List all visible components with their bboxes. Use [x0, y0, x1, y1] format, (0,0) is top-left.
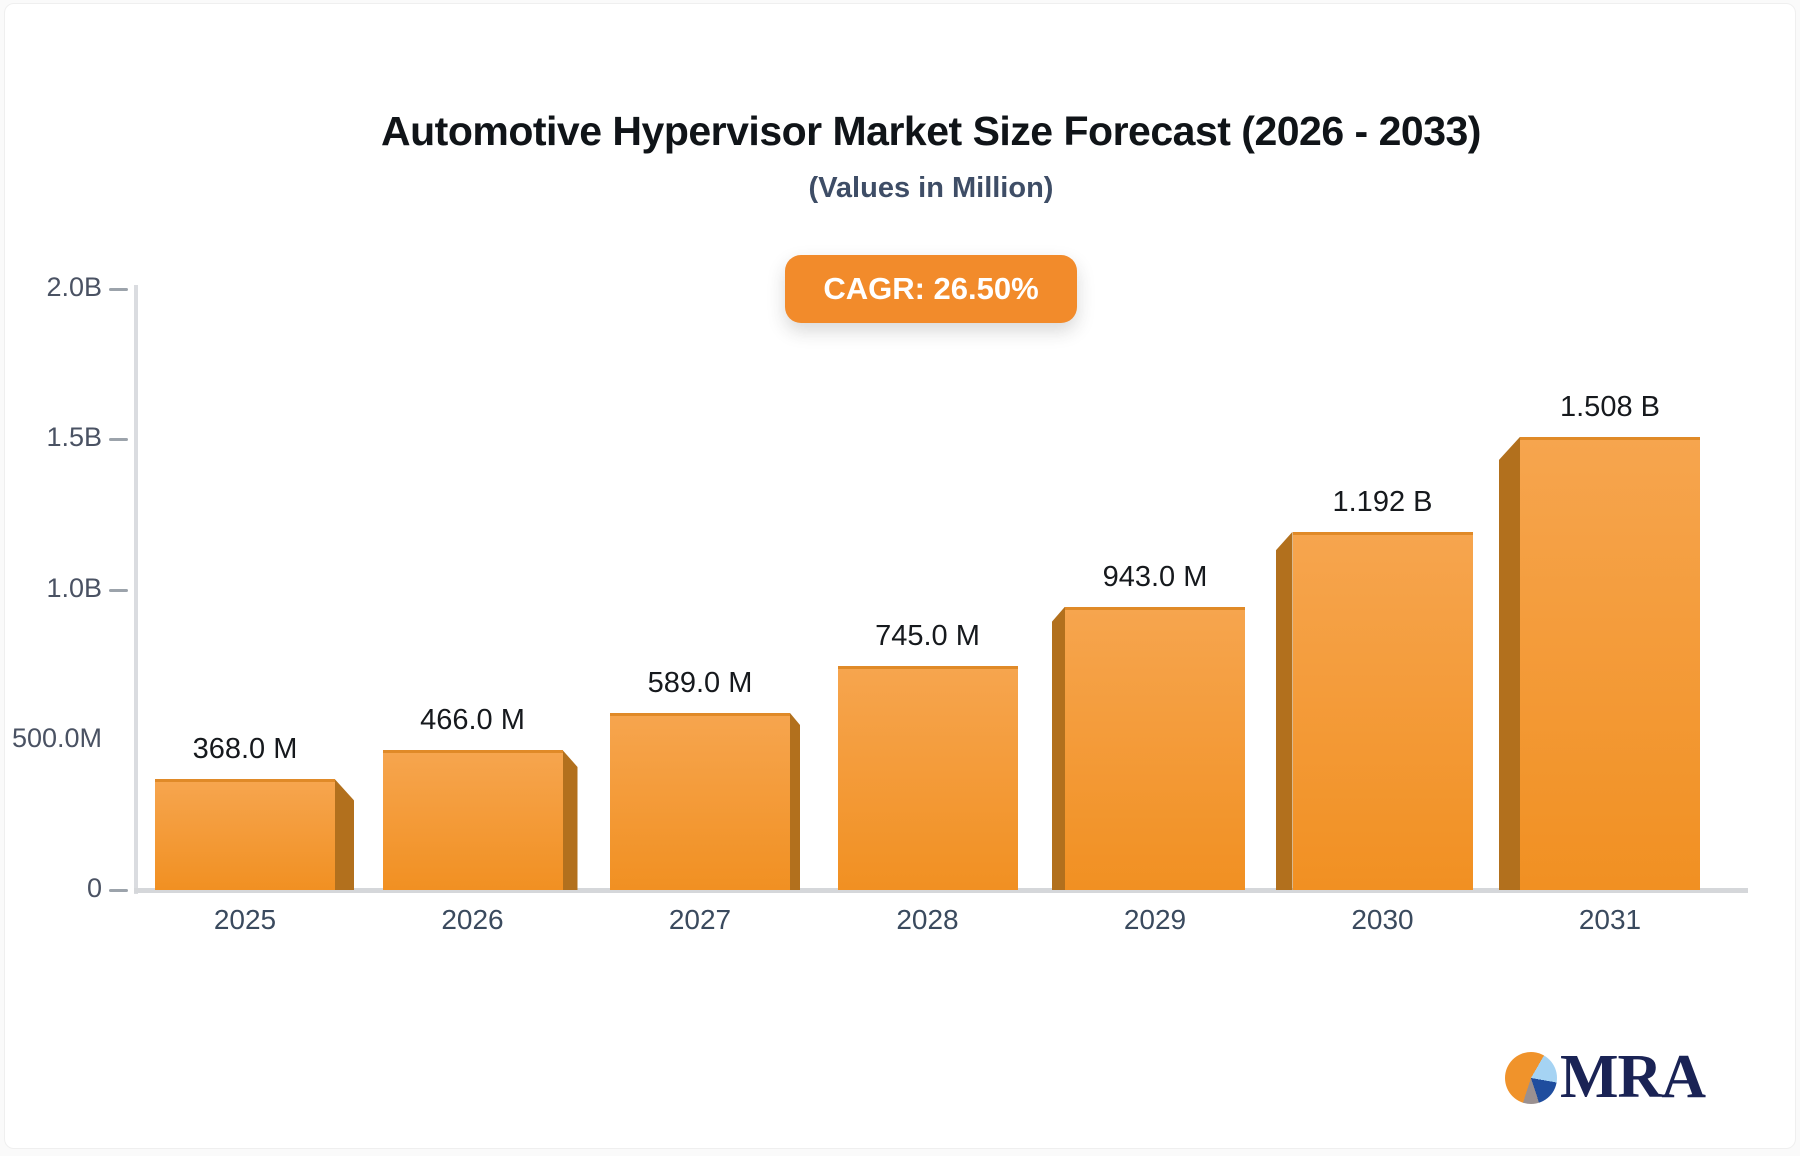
- chart-title: Automotive Hypervisor Market Size Foreca…: [381, 108, 1481, 154]
- bar-side-3d: [790, 713, 800, 890]
- y-tick-label: 500.0M: [11, 722, 102, 753]
- bar-2027: [610, 713, 790, 890]
- y-tick-label: 1.0B: [46, 572, 102, 603]
- cagr-badge-row: CAGR: 26.50%: [35, 255, 1795, 323]
- bar-value-label: 1.192 B: [1332, 485, 1433, 518]
- x-tick-label: 2026: [441, 904, 504, 935]
- x-tick-label: 2029: [1123, 904, 1187, 935]
- y-tick-dash: [109, 438, 128, 442]
- x-tick-label: 2028: [896, 904, 959, 935]
- bar-value-label: 368.0 M: [192, 733, 298, 766]
- bar-side-3d: [1275, 531, 1293, 890]
- y-tick-dash: [109, 889, 128, 892]
- bar-side-3d: [1499, 436, 1520, 890]
- x-tick-label: 2025: [213, 904, 277, 935]
- x-tick-label: 2027: [668, 904, 732, 935]
- bar-side-3d: [1052, 606, 1065, 890]
- y-tick-dash: [109, 588, 128, 592]
- bar-side-3d: [335, 779, 354, 890]
- chart-subtitle: (Values in Million): [808, 172, 1054, 204]
- pie-chart-logo-icon: [1505, 1051, 1557, 1104]
- bar-2026: [382, 749, 563, 890]
- y-tick-label: 1.5B: [46, 422, 102, 453]
- x-axis-baseline: [134, 888, 1748, 893]
- bar-2031: [1520, 436, 1700, 890]
- brand-name: MRA: [1560, 1043, 1706, 1111]
- bar-value-label: 745.0 M: [875, 620, 980, 653]
- bar-2025: [155, 779, 335, 890]
- bar-chart-plot-area: 2.0B 1.5B 1.0B 500.0M 0 368.0 M 2025 466.0 M 202…: [5, 4, 1795, 1148]
- bar-value-label: 1.508 B: [1560, 390, 1660, 423]
- bar-side-3d: [562, 749, 578, 890]
- x-tick-label: 2030: [1351, 904, 1414, 935]
- cagr-badge: CAGR: 26.50%: [785, 255, 1077, 323]
- bar-2030: [1292, 531, 1473, 890]
- bar-2029: [1065, 606, 1245, 890]
- bar-value-label: 943.0 M: [1102, 560, 1208, 593]
- brand-logo: MRA: [1505, 1042, 1706, 1113]
- y-tick-label: 2.0B: [46, 272, 102, 302]
- x-tick-label: 2031: [1578, 904, 1642, 935]
- bar-2028: [837, 666, 1018, 890]
- y-tick-label: 0: [86, 873, 102, 903]
- bar-value-label: 589.0 M: [647, 667, 753, 699]
- bar-value-label: 466.0 M: [420, 703, 525, 736]
- chart-card: Automotive Hypervisor Market Size Foreca…: [4, 3, 1796, 1149]
- y-axis-line: [134, 285, 138, 894]
- y-tick-dash: [109, 288, 128, 291]
